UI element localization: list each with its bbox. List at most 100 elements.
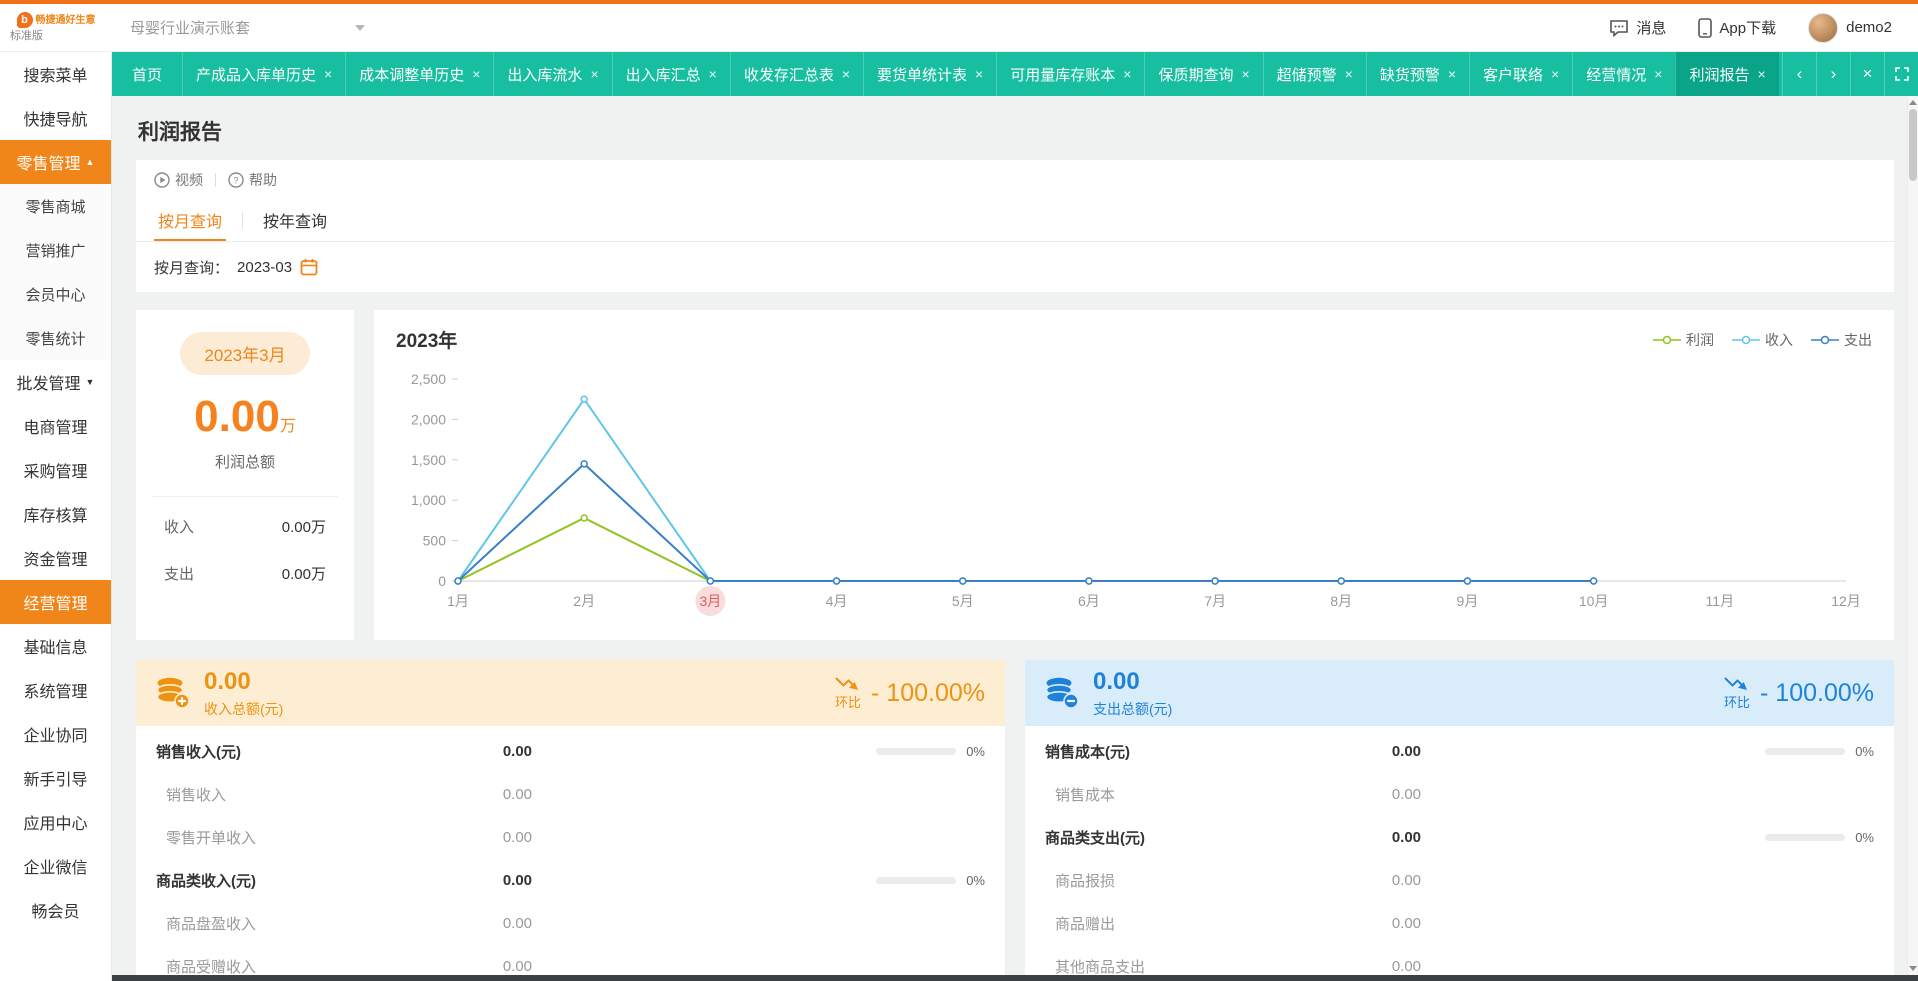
- chart-card: 2023年 利润 收入 支出 0 500 1,000 1,500 2,000 2,500 1月 2…: [374, 310, 1894, 640]
- svg-text:5月: 5月: [952, 593, 974, 609]
- tab-item[interactable]: 缺货预警 ×: [1365, 52, 1469, 96]
- tab-item[interactable]: 可用量库存账本 ×: [996, 52, 1144, 96]
- tab-item[interactable]: 产成品入库单历史 ×: [182, 52, 345, 96]
- sidebar-item[interactable]: 系统管理: [0, 668, 111, 712]
- income-ratio-label: 环比: [835, 695, 862, 710]
- svg-text:10月: 10月: [1579, 593, 1609, 609]
- tabs-scroll-left-button[interactable]: ‹: [1782, 52, 1816, 96]
- brand-logo[interactable]: b 畅捷通好生意 标准版: [0, 12, 112, 42]
- stats-row: 0.00 收入总额(元) 环比: [136, 660, 1894, 981]
- tab-label: 利润报告: [1689, 66, 1750, 84]
- sidebar-item[interactable]: 新手引导: [0, 756, 111, 800]
- app-download-button[interactable]: App下载: [1698, 17, 1776, 38]
- stat-row-value: 0.00: [502, 786, 533, 803]
- sidebar-item[interactable]: 零售统计: [0, 316, 111, 360]
- stat-row-label: 商品类收入(元): [156, 873, 256, 890]
- stat-row-label: 商品报损: [1055, 873, 1116, 890]
- tab-item[interactable]: 要货单统计表 ×: [863, 52, 996, 96]
- stat-row: 商品报损 0.00: [1025, 859, 1894, 902]
- tab-item[interactable]: 保质期查询 ×: [1144, 52, 1262, 96]
- vertical-scrollbar[interactable]: [1907, 96, 1918, 975]
- income-trend-left: 环比: [835, 675, 861, 711]
- sidebar-item[interactable]: 会员中心: [0, 272, 111, 316]
- sidebar-item[interactable]: 畅会员: [0, 888, 111, 932]
- tab-item[interactable]: 客户联络 ×: [1469, 52, 1572, 96]
- tab-item[interactable]: 超储预警 ×: [1262, 52, 1366, 96]
- profit-total-value: 0.00万: [194, 392, 296, 441]
- sidebar-item[interactable]: 企业协同: [0, 712, 111, 756]
- tab-item[interactable]: 经营情况 ×: [1572, 52, 1675, 96]
- scroll-up-icon[interactable]: [1909, 100, 1917, 105]
- sidebar-item[interactable]: 批发管理 ▼: [0, 360, 111, 404]
- tab-monthly-query[interactable]: 按月查询: [154, 200, 227, 241]
- user-menu[interactable]: demo2: [1808, 12, 1892, 43]
- tabs-scroll-right-button[interactable]: ›: [1816, 52, 1850, 96]
- tab-close-icon[interactable]: ×: [1344, 66, 1353, 82]
- stat-row-value: 0.00: [502, 743, 533, 760]
- sidebar-item[interactable]: 基础信息: [0, 624, 111, 668]
- legend-item[interactable]: 支出: [1811, 330, 1872, 350]
- sidebar-item-label: 批发管理: [16, 376, 81, 393]
- svg-text:7月: 7月: [1204, 593, 1226, 609]
- help-link[interactable]: ? 帮助: [228, 170, 277, 190]
- tab-item[interactable]: 收发存汇总表 ×: [729, 52, 863, 96]
- tab-close-icon[interactable]: ×: [590, 66, 599, 82]
- sidebar-item[interactable]: 经营管理: [0, 580, 111, 624]
- legend-item[interactable]: 利润: [1653, 330, 1714, 350]
- tab-close-icon[interactable]: ×: [472, 66, 481, 82]
- sidebar-item[interactable]: 应用中心: [0, 800, 111, 844]
- sidebar-item[interactable]: 电商管理: [0, 404, 111, 448]
- summary-row-expense: 支出 0.00万: [164, 566, 326, 583]
- sidebar-item-label: 电商管理: [23, 420, 88, 437]
- svg-text:500: 500: [423, 533, 447, 549]
- sidebar-item[interactable]: 快捷导航: [0, 96, 111, 140]
- sidebar-item[interactable]: 企业微信: [0, 844, 111, 888]
- tab-close-icon[interactable]: ×: [1123, 66, 1132, 82]
- tabs-close-all-button[interactable]: ×: [1850, 52, 1884, 96]
- tab-label: 出入库汇总: [625, 66, 701, 84]
- legend-item[interactable]: 收入: [1732, 330, 1793, 350]
- tab-close-icon[interactable]: ×: [975, 66, 984, 82]
- messages-button[interactable]: 消息: [1609, 17, 1666, 38]
- tab-close-icon[interactable]: ×: [1654, 66, 1663, 82]
- income-card-header: 0.00 收入总额(元) 环比: [136, 660, 1005, 726]
- expense-rows: 销售成本(元) 0.00 0% 销售成本 0.00 商品类支出(元) 0.00 0% 商品报损 0…: [1025, 726, 1894, 981]
- tab-item[interactable]: 成本调整单历史 ×: [345, 52, 493, 96]
- sidebar-item[interactable]: 零售管理 ▲: [0, 140, 111, 184]
- tab-close-icon[interactable]: ×: [324, 66, 333, 82]
- tab-close-icon[interactable]: ×: [841, 66, 851, 82]
- sidebar-item[interactable]: 营销推广: [0, 228, 111, 272]
- tab-close-icon[interactable]: ×: [1757, 66, 1766, 82]
- fullscreen-button[interactable]: [1884, 52, 1918, 96]
- summary-rows: 收入 0.00万 支出 0.00万: [152, 497, 338, 603]
- sidebar-item-label: 畅会员: [31, 904, 80, 921]
- tab-close-icon[interactable]: ×: [708, 66, 717, 82]
- calendar-icon[interactable]: [300, 258, 318, 276]
- tab-close-icon[interactable]: ×: [1551, 66, 1560, 82]
- tab-item[interactable]: 利润报告 ×: [1675, 52, 1779, 96]
- sidebar-item[interactable]: 搜索菜单: [0, 52, 111, 96]
- scrollbar-thumb[interactable]: [1909, 109, 1917, 181]
- sidebar-item[interactable]: 采购管理: [0, 448, 111, 492]
- tab-home[interactable]: 首页: [112, 52, 182, 96]
- tab-close-icon[interactable]: ×: [1447, 66, 1457, 82]
- account-dropdown[interactable]: 母婴行业演示账套: [120, 11, 375, 44]
- month-picker-value[interactable]: 2023-03: [237, 258, 293, 276]
- video-link[interactable]: 视频: [154, 170, 203, 190]
- expense-total-block: 0.00 支出总额(元): [1093, 668, 1172, 719]
- scroll-down-icon[interactable]: [1909, 966, 1917, 971]
- profit-chart[interactable]: 0 500 1,000 1,500 2,000 2,500 1月 2月 3月 4月 5月 6月 7月 8月…: [396, 361, 1872, 623]
- sidebar-item[interactable]: 库存核算: [0, 492, 111, 536]
- sidebar-item[interactable]: 零售商城: [0, 184, 111, 228]
- sidebar-item[interactable]: 资金管理: [0, 536, 111, 580]
- sidebar-item-label: 资金管理: [23, 552, 88, 569]
- tab-yearly-query[interactable]: 按年查询: [263, 213, 328, 231]
- help-label: 帮助: [249, 172, 277, 188]
- sidebar-item-label: 系统管理: [23, 684, 88, 701]
- svg-text:2月: 2月: [573, 593, 595, 609]
- svg-text:6月: 6月: [1078, 593, 1100, 609]
- tab-item[interactable]: 出入库汇总 ×: [611, 52, 730, 96]
- sidebar-item-label: 企业协同: [23, 728, 88, 745]
- tab-close-icon[interactable]: ×: [1241, 66, 1250, 82]
- tab-item[interactable]: 出入库流水 ×: [493, 52, 611, 96]
